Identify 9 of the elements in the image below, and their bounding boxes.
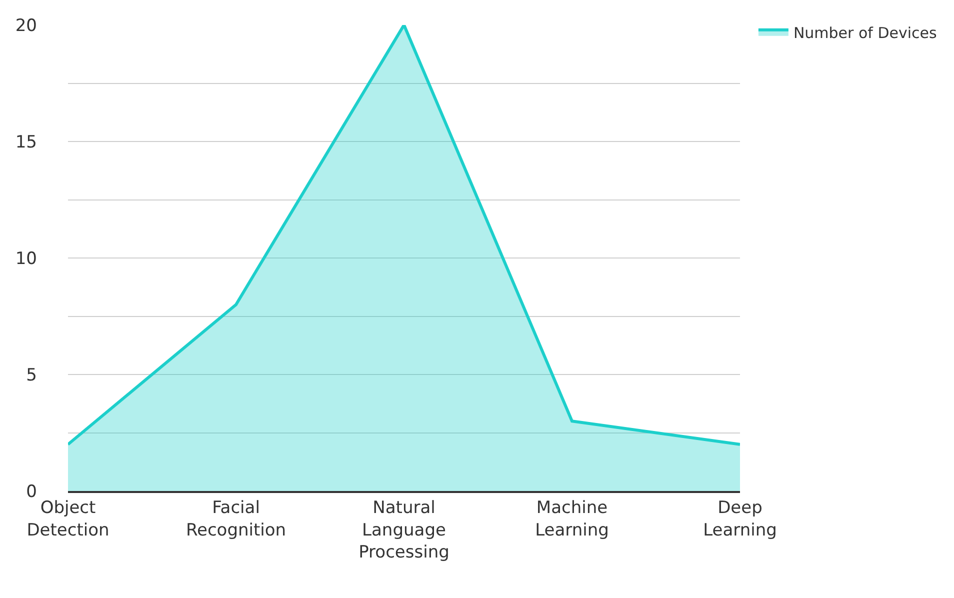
y-tick-label: 10 (15, 248, 37, 269)
x-tick-label: Facial Recognition (186, 498, 286, 540)
x-tick-label: Machine Learning (535, 498, 609, 540)
x-tick-label: Deep Learning (703, 498, 777, 540)
x-tick-label: Natural Language Processing (358, 498, 450, 562)
y-tick-label: 20 (15, 16, 37, 36)
y-tick-label: 15 (15, 132, 37, 152)
legend-label: Number of Devices (793, 24, 937, 42)
y-tick-label: 5 (26, 365, 37, 386)
